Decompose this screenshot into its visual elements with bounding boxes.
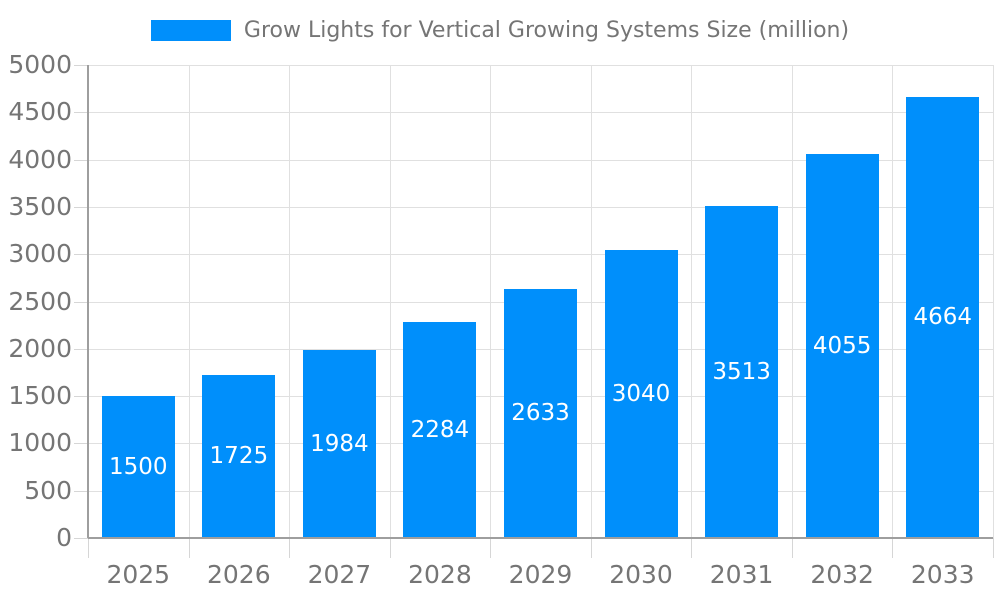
bar-2033[interactable] — [906, 96, 980, 538]
y-tick-label: 5000 — [8, 50, 72, 79]
y-tick-label: 4000 — [8, 144, 72, 174]
bar-value-label: 3040 — [611, 381, 671, 408]
gridline-horizontal — [88, 254, 993, 256]
y-tick-label: 3000 — [8, 239, 72, 269]
gridline-horizontal — [88, 65, 993, 66]
y-axis-tick — [74, 159, 88, 161]
y-tick-label: 500 — [24, 475, 72, 505]
x-tick-label: 2028 — [408, 560, 472, 589]
gridline-vertical — [892, 65, 894, 538]
bar-2028[interactable] — [403, 321, 477, 538]
y-axis-tick — [74, 396, 88, 398]
x-axis-tick — [188, 538, 190, 558]
bar-value-label: 1725 — [209, 443, 269, 470]
y-axis-tick — [74, 443, 88, 445]
gridline-vertical — [590, 65, 592, 538]
x-tick-label: 2025 — [106, 560, 171, 589]
bar-2029[interactable] — [504, 288, 577, 538]
bar-value-label: 2633 — [511, 400, 570, 427]
x-axis-tick — [892, 538, 894, 558]
x-axis-tick — [691, 538, 693, 558]
x-axis-tick — [289, 538, 291, 558]
gridline-vertical — [691, 65, 693, 538]
x-axis-tick — [993, 538, 994, 558]
y-axis-tick — [74, 254, 88, 256]
x-axis-tick — [590, 538, 592, 558]
x-tick-label: 2030 — [609, 560, 673, 589]
gridline-vertical — [993, 65, 994, 538]
legend-swatch-icon — [150, 20, 231, 41]
x-tick-label: 2027 — [307, 560, 372, 589]
y-tick-label: 2000 — [8, 333, 72, 363]
bar-2031[interactable] — [705, 205, 779, 538]
x-axis-tick — [88, 538, 89, 558]
legend-label: Grow Lights for Vertical Growing Systems… — [243, 18, 850, 43]
y-axis-tick — [74, 206, 88, 208]
x-axis-line — [88, 537, 993, 539]
x-tick-label: 2032 — [810, 560, 874, 589]
y-tick-label: 1000 — [8, 428, 72, 458]
y-axis-tick — [74, 301, 88, 303]
bar-value-label: 1500 — [108, 454, 168, 481]
bar-2030[interactable] — [604, 250, 678, 538]
bar-value-label: 2284 — [410, 416, 470, 443]
y-axis-tick — [74, 348, 88, 350]
y-tick-label: 4500 — [8, 97, 72, 127]
y-tick-label: 2500 — [8, 286, 72, 316]
x-axis-tick — [791, 538, 793, 558]
x-axis-tick — [389, 538, 391, 558]
gridline-vertical — [791, 65, 793, 538]
x-axis-tick — [490, 538, 492, 558]
y-axis-line — [87, 65, 89, 538]
gridline-vertical — [188, 65, 190, 538]
gridline-horizontal — [88, 159, 993, 161]
bar-2025[interactable] — [101, 396, 175, 538]
bar-value-label: 4664 — [913, 304, 972, 331]
bar-value-label: 4055 — [812, 333, 872, 360]
gridline-vertical — [289, 65, 291, 538]
y-axis-tick — [74, 65, 88, 66]
bar-2027[interactable] — [302, 350, 376, 538]
y-tick-label: 0 — [56, 523, 72, 552]
gridline-horizontal — [88, 206, 993, 208]
y-axis-tick — [74, 490, 88, 492]
y-axis-tick — [74, 538, 88, 539]
x-tick-label: 2031 — [709, 560, 774, 589]
legend-item[interactable]: Grow Lights for Vertical Growing Systems… — [0, 18, 1000, 43]
y-tick-label: 3500 — [8, 191, 72, 221]
plot-area: 0 500 1000 1500 2000 2500 3000 3500 4000 4500 5000… — [8, 52, 994, 588]
gridline-vertical — [490, 65, 492, 538]
y-tick-label: 1500 — [8, 381, 72, 411]
x-tick-label: 2029 — [508, 560, 573, 589]
bar-2026[interactable] — [202, 374, 276, 538]
bar-value-label: 3513 — [712, 358, 771, 385]
x-tick-label: 2033 — [910, 560, 975, 589]
bar-value-label: 1984 — [310, 431, 369, 458]
gridline-horizontal — [88, 112, 993, 114]
bar-2032[interactable] — [805, 154, 879, 538]
x-tick-label: 2026 — [207, 560, 271, 589]
gridline-vertical — [389, 65, 391, 538]
y-axis-tick — [74, 112, 88, 114]
